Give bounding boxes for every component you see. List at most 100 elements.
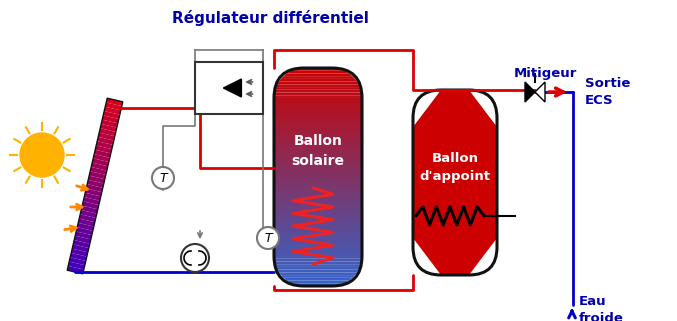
Polygon shape <box>92 158 109 166</box>
Circle shape <box>257 227 279 249</box>
Circle shape <box>181 244 209 272</box>
Bar <box>195 62 263 114</box>
Polygon shape <box>274 147 362 150</box>
Text: T: T <box>264 231 271 245</box>
Polygon shape <box>274 248 362 251</box>
Polygon shape <box>278 270 359 273</box>
Polygon shape <box>274 160 362 163</box>
Polygon shape <box>276 267 360 270</box>
Polygon shape <box>275 264 361 267</box>
Polygon shape <box>94 150 111 158</box>
Polygon shape <box>274 106 362 109</box>
Polygon shape <box>274 92 362 95</box>
Text: Ballon
d'appoint: Ballon d'appoint <box>420 152 491 183</box>
Polygon shape <box>274 191 362 193</box>
Polygon shape <box>274 101 362 103</box>
Polygon shape <box>274 251 362 253</box>
Text: T: T <box>159 171 167 185</box>
Polygon shape <box>274 256 362 259</box>
Polygon shape <box>274 245 362 248</box>
Polygon shape <box>69 257 86 265</box>
Polygon shape <box>274 240 362 242</box>
Polygon shape <box>274 152 362 155</box>
Polygon shape <box>81 206 97 213</box>
Polygon shape <box>274 166 362 169</box>
Text: Sortie
ECS: Sortie ECS <box>585 77 630 107</box>
Polygon shape <box>71 249 88 256</box>
Text: Mitigeur: Mitigeur <box>513 67 577 81</box>
Polygon shape <box>287 71 349 74</box>
Polygon shape <box>274 112 362 114</box>
Polygon shape <box>274 144 362 147</box>
Polygon shape <box>274 125 362 128</box>
Polygon shape <box>77 223 94 231</box>
Polygon shape <box>274 139 362 142</box>
Polygon shape <box>274 193 362 196</box>
Polygon shape <box>79 214 95 222</box>
Polygon shape <box>274 95 362 98</box>
Polygon shape <box>84 193 101 201</box>
Text: Régulateur différentiel: Régulateur différentiel <box>171 10 368 26</box>
Polygon shape <box>82 201 99 209</box>
Polygon shape <box>276 84 360 87</box>
Polygon shape <box>95 145 112 153</box>
Polygon shape <box>281 275 355 278</box>
Polygon shape <box>90 167 107 175</box>
Polygon shape <box>284 278 353 281</box>
Circle shape <box>152 167 174 189</box>
Polygon shape <box>274 182 362 185</box>
Polygon shape <box>274 169 362 171</box>
Polygon shape <box>223 79 242 97</box>
Polygon shape <box>274 117 362 120</box>
Polygon shape <box>274 234 362 237</box>
Polygon shape <box>274 231 362 234</box>
Polygon shape <box>274 226 362 229</box>
Text: Ballon
solaire: Ballon solaire <box>292 134 345 168</box>
Polygon shape <box>83 197 100 205</box>
Polygon shape <box>274 174 362 177</box>
Polygon shape <box>274 120 362 123</box>
Polygon shape <box>274 196 362 199</box>
Polygon shape <box>68 262 85 270</box>
Polygon shape <box>274 142 362 144</box>
Polygon shape <box>75 231 92 239</box>
Polygon shape <box>88 176 105 184</box>
Polygon shape <box>274 131 362 134</box>
Polygon shape <box>274 90 362 92</box>
Polygon shape <box>274 215 362 218</box>
Polygon shape <box>104 107 121 115</box>
Polygon shape <box>413 201 497 238</box>
Polygon shape <box>279 79 357 82</box>
Polygon shape <box>274 114 362 117</box>
Polygon shape <box>274 188 362 191</box>
Polygon shape <box>79 219 95 227</box>
Polygon shape <box>102 115 118 123</box>
Polygon shape <box>274 171 362 174</box>
Polygon shape <box>106 98 123 106</box>
Polygon shape <box>274 204 362 207</box>
Polygon shape <box>100 124 117 132</box>
Polygon shape <box>274 134 362 136</box>
Polygon shape <box>535 82 545 102</box>
Polygon shape <box>86 184 103 192</box>
Polygon shape <box>87 180 104 188</box>
Polygon shape <box>80 210 97 218</box>
Polygon shape <box>274 150 362 152</box>
Polygon shape <box>101 120 118 128</box>
Polygon shape <box>274 237 362 240</box>
Polygon shape <box>284 74 353 76</box>
Polygon shape <box>274 123 362 125</box>
Polygon shape <box>274 221 362 223</box>
Polygon shape <box>274 262 362 264</box>
Polygon shape <box>292 283 345 286</box>
Polygon shape <box>89 171 106 179</box>
Polygon shape <box>274 109 362 112</box>
Polygon shape <box>274 242 362 245</box>
Polygon shape <box>274 218 362 221</box>
Polygon shape <box>413 127 497 164</box>
Polygon shape <box>274 98 362 101</box>
Text: Eau
froide: Eau froide <box>579 295 624 321</box>
Polygon shape <box>274 199 362 202</box>
Polygon shape <box>97 137 114 145</box>
Polygon shape <box>274 253 362 256</box>
